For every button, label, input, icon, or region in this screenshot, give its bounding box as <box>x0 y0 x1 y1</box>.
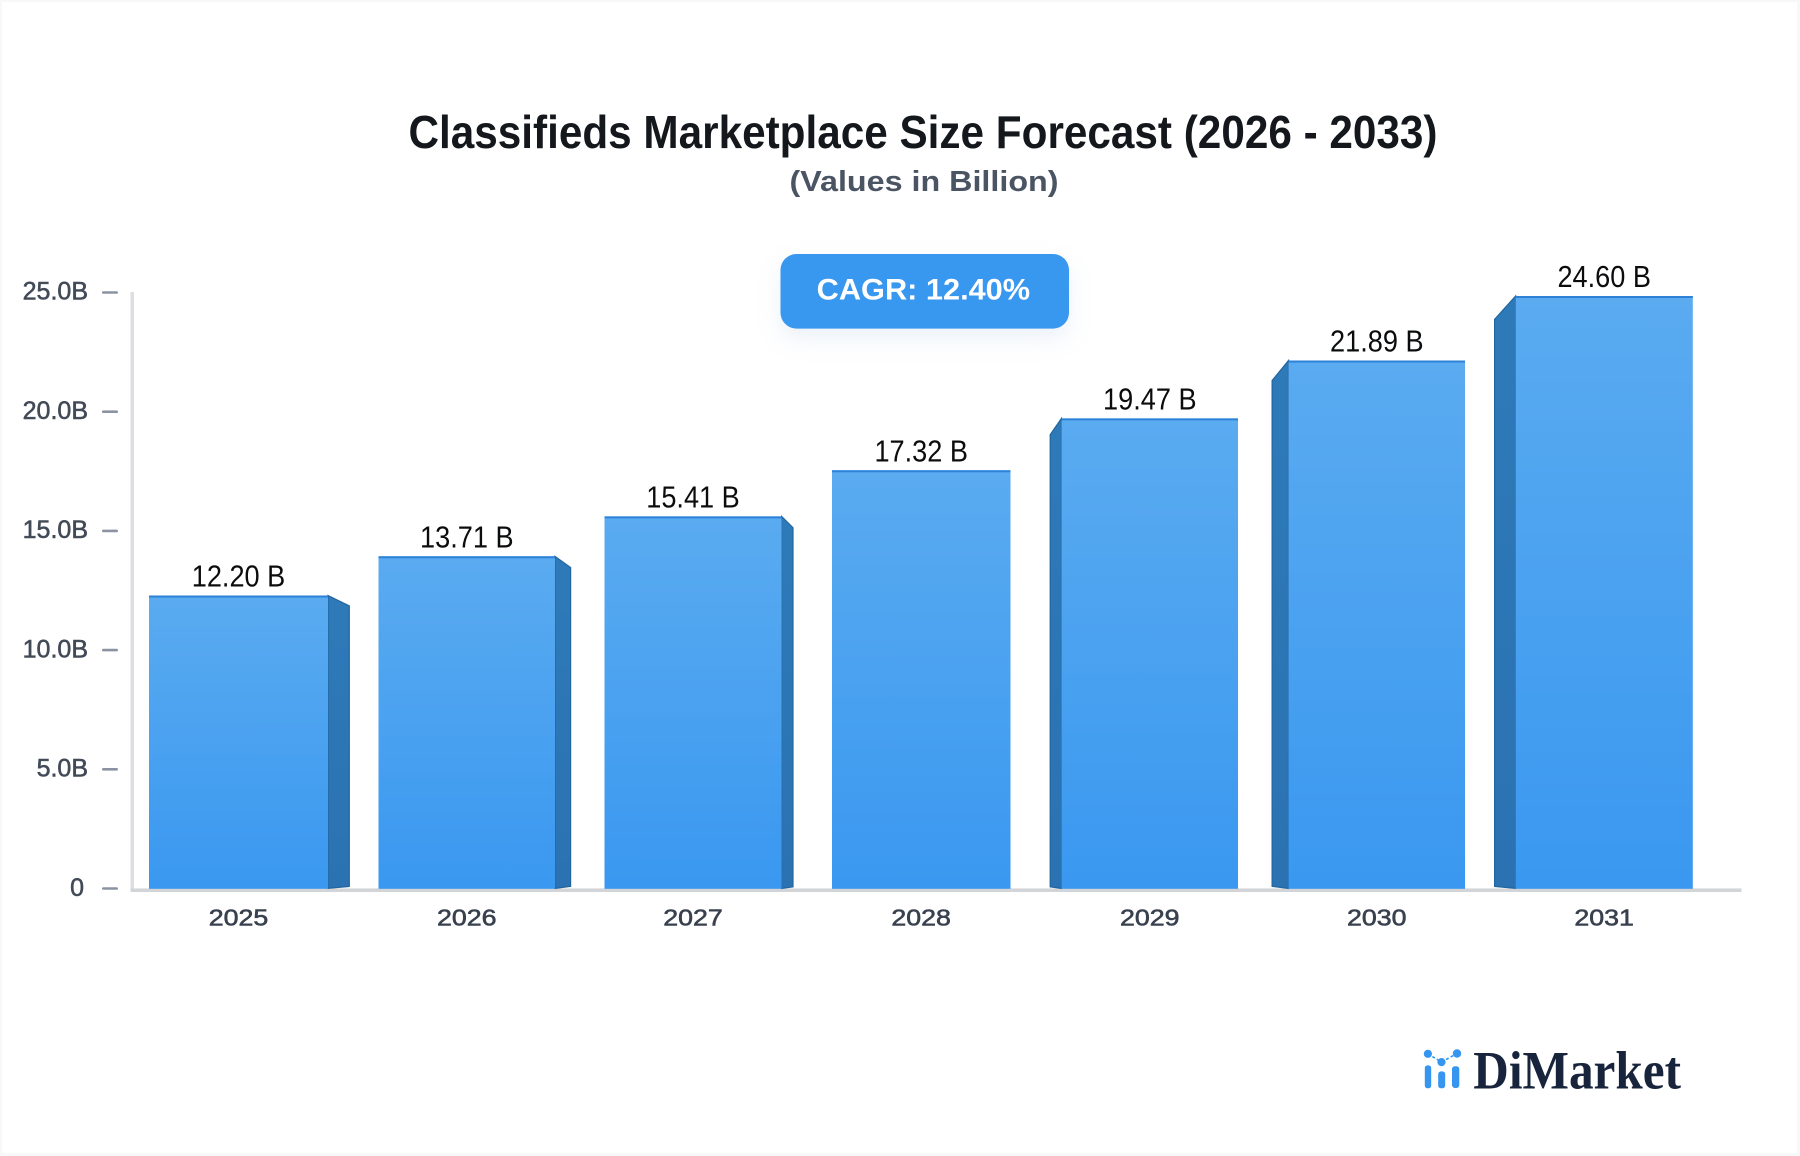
svg-text:2025: 2025 <box>209 905 269 931</box>
svg-text:17.32 B: 17.32 B <box>874 433 968 468</box>
svg-text:15.41 B: 15.41 B <box>646 479 740 514</box>
svg-text:15.0B: 15.0B <box>23 516 88 544</box>
svg-text:20.0B: 20.0B <box>23 397 88 425</box>
svg-text:2030: 2030 <box>1347 905 1407 931</box>
svg-text:Classifieds Marketplace Size F: Classifieds Marketplace Size Forecast (2… <box>409 106 1438 158</box>
svg-text:19.47 B: 19.47 B <box>1103 381 1197 416</box>
svg-text:2029: 2029 <box>1120 905 1180 931</box>
svg-text:13.71 B: 13.71 B <box>420 519 514 554</box>
svg-text:2028: 2028 <box>891 905 951 931</box>
svg-text:10.0B: 10.0B <box>23 635 88 663</box>
svg-text:DiMarket: DiMarket <box>1473 1040 1681 1100</box>
svg-text:CAGR: 12.40%: CAGR: 12.40% <box>817 274 1030 307</box>
svg-text:2026: 2026 <box>437 905 497 931</box>
svg-text:21.89 B: 21.89 B <box>1330 324 1424 359</box>
svg-text:25.0B: 25.0B <box>23 278 88 306</box>
svg-text:12.20 B: 12.20 B <box>192 559 286 594</box>
svg-text:(Values in Billion): (Values in Billion) <box>790 166 1059 198</box>
svg-text:5.0B: 5.0B <box>37 755 88 783</box>
svg-text:0: 0 <box>70 874 84 902</box>
svg-text:2031: 2031 <box>1574 905 1634 931</box>
svg-text:2027: 2027 <box>663 905 723 931</box>
svg-text:24.60 B: 24.60 B <box>1557 259 1651 294</box>
